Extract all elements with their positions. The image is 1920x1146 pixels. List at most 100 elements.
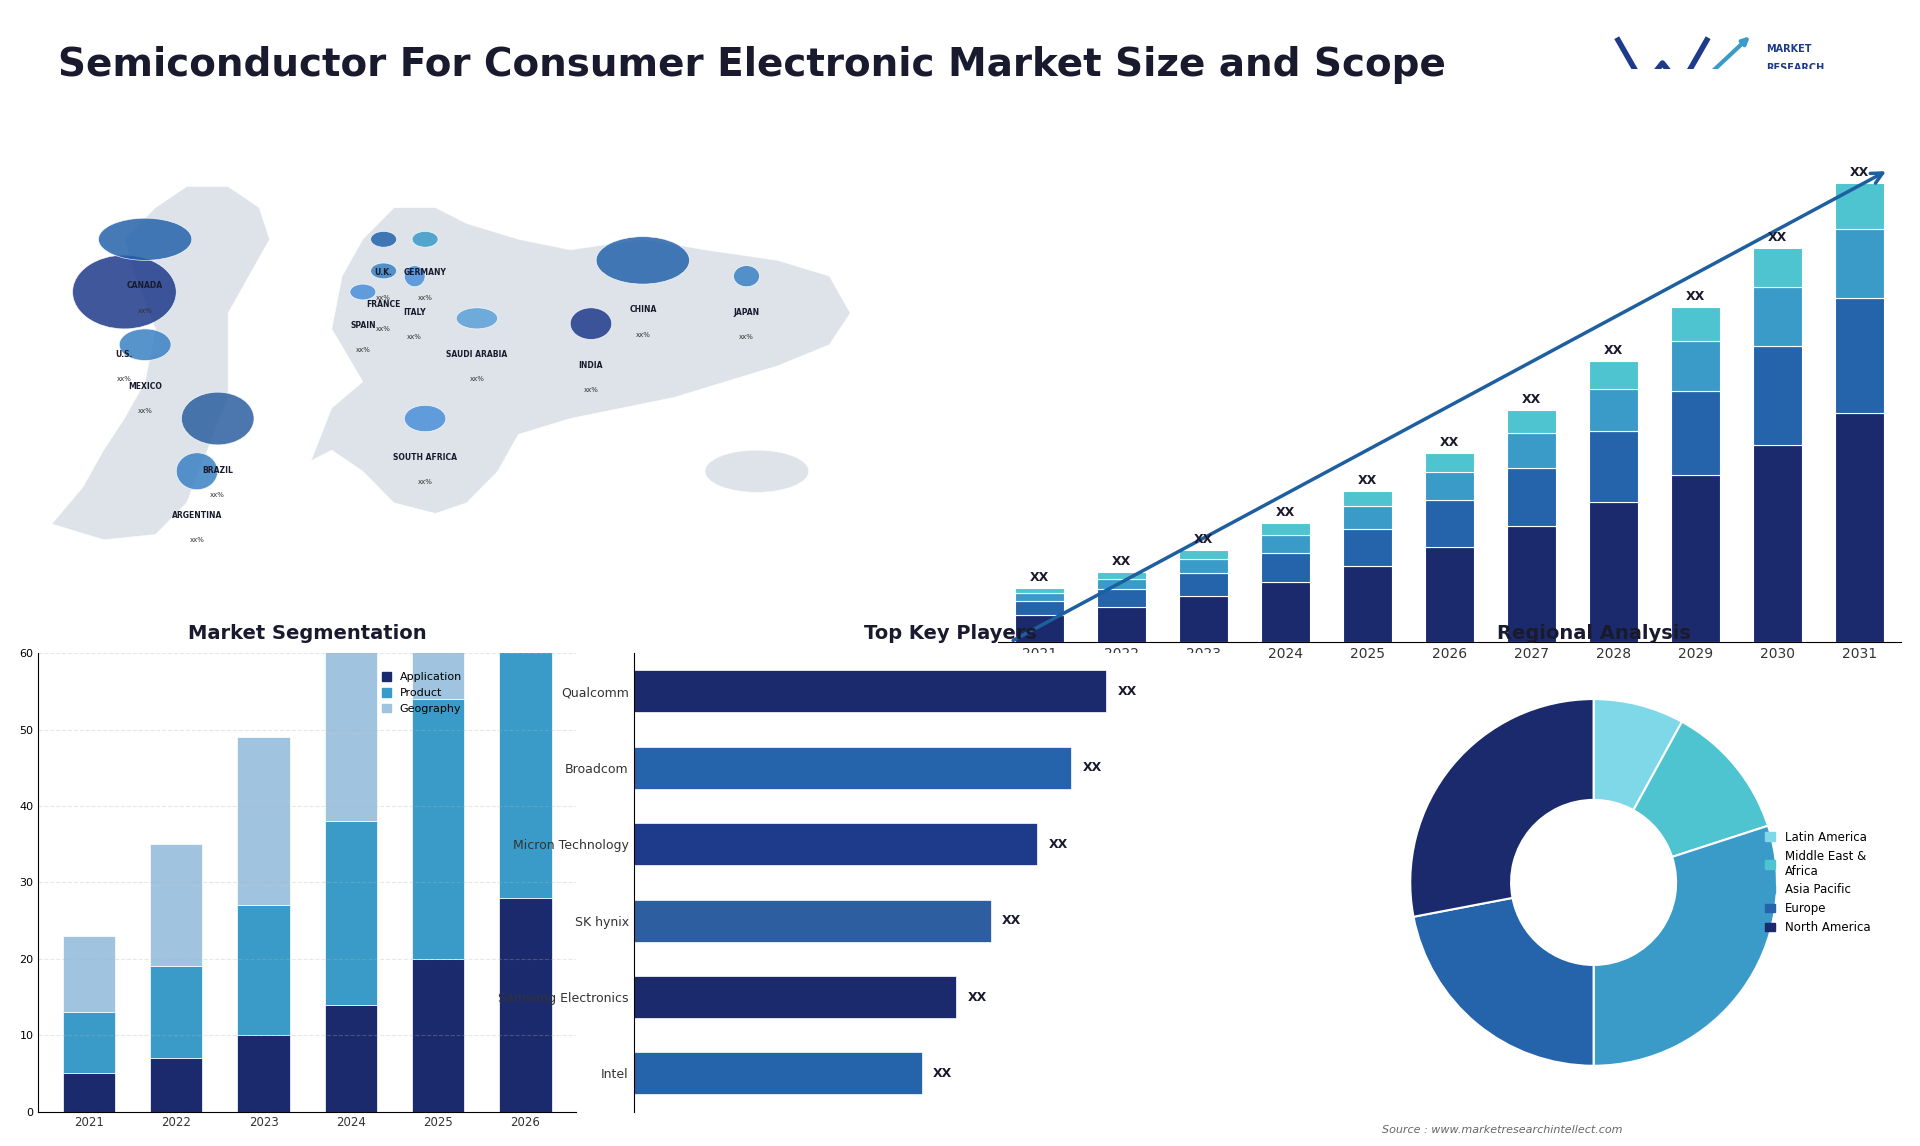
Bar	[1753, 346, 1803, 445]
Ellipse shape	[371, 231, 397, 248]
Ellipse shape	[177, 453, 217, 489]
Text: INDIA: INDIA	[578, 361, 603, 369]
Bar	[1753, 248, 1803, 288]
Bar	[413, 959, 465, 1112]
Text: Source : www.marketresearchintellect.com: Source : www.marketresearchintellect.com	[1382, 1124, 1622, 1135]
Wedge shape	[1411, 699, 1594, 917]
Text: XX: XX	[1440, 435, 1459, 449]
Text: XX: XX	[1194, 533, 1213, 545]
Text: XX: XX	[968, 990, 987, 1004]
Bar	[1425, 472, 1475, 500]
Wedge shape	[1594, 699, 1682, 810]
Bar	[634, 1052, 922, 1094]
Text: Semiconductor For Consumer Electronic Market Size and Scope: Semiconductor For Consumer Electronic Ma…	[58, 46, 1446, 84]
Wedge shape	[1634, 722, 1768, 857]
Bar	[1590, 502, 1638, 642]
Text: GERMANY: GERMANY	[403, 268, 447, 277]
Text: XX: XX	[1029, 571, 1048, 583]
Text: XX: XX	[1357, 473, 1377, 487]
Text: XX: XX	[1851, 166, 1870, 179]
Text: xx%: xx%	[211, 493, 225, 499]
Bar	[634, 823, 1037, 865]
Text: CHINA: CHINA	[630, 305, 657, 314]
Bar	[1425, 500, 1475, 548]
Wedge shape	[1413, 897, 1594, 1066]
Ellipse shape	[405, 406, 445, 432]
Bar	[1670, 391, 1720, 474]
Bar	[1096, 606, 1146, 642]
Bar	[634, 976, 956, 1018]
Bar	[1016, 614, 1064, 642]
Ellipse shape	[73, 256, 177, 329]
Legend: Application, Product, Geography: Application, Product, Geography	[376, 668, 467, 719]
Text: JAPAN: JAPAN	[733, 308, 760, 316]
Text: xx%: xx%	[138, 308, 152, 314]
Text: xx%: xx%	[117, 376, 132, 383]
Title: Regional Analysis: Regional Analysis	[1498, 625, 1690, 643]
Bar	[634, 747, 1071, 788]
Bar	[63, 1074, 115, 1112]
Bar	[499, 118, 551, 554]
Bar	[238, 737, 290, 905]
Text: MEXICO: MEXICO	[129, 382, 161, 391]
Bar	[1261, 523, 1309, 535]
Ellipse shape	[733, 266, 760, 286]
Text: FRANCE: FRANCE	[367, 300, 401, 309]
Text: XX: XX	[1686, 290, 1705, 304]
Ellipse shape	[371, 264, 397, 278]
Text: xx%: xx%	[190, 537, 204, 543]
Text: xx%: xx%	[138, 408, 152, 414]
Text: SOUTH AFRICA: SOUTH AFRICA	[394, 453, 457, 462]
Bar	[150, 1058, 202, 1112]
Bar	[1261, 535, 1309, 552]
Title: Market Segmentation: Market Segmentation	[188, 625, 426, 643]
Bar	[1425, 548, 1475, 642]
Bar	[63, 936, 115, 1012]
Bar	[1836, 229, 1884, 298]
Ellipse shape	[570, 308, 612, 339]
Ellipse shape	[182, 392, 253, 445]
Text: xx%: xx%	[407, 335, 422, 340]
Bar	[1836, 298, 1884, 413]
Text: xx%: xx%	[355, 347, 371, 353]
Bar	[324, 576, 376, 822]
Text: SAUDI ARABIA: SAUDI ARABIA	[445, 350, 507, 359]
Bar	[1590, 431, 1638, 502]
Ellipse shape	[705, 450, 808, 493]
Bar	[1179, 573, 1229, 596]
Legend: Latin America, Middle East &
Africa, Asia Pacific, Europe, North America: Latin America, Middle East & Africa, Asi…	[1761, 826, 1876, 939]
Bar	[324, 1005, 376, 1112]
Text: XX: XX	[1002, 915, 1021, 927]
Bar	[1096, 589, 1146, 606]
Bar	[413, 363, 465, 699]
Text: SPAIN: SPAIN	[349, 321, 376, 330]
Bar	[1670, 340, 1720, 391]
Bar	[1836, 183, 1884, 229]
Ellipse shape	[119, 329, 171, 361]
Bar	[1425, 453, 1475, 472]
Bar	[1836, 413, 1884, 642]
Text: RESEARCH: RESEARCH	[1766, 63, 1824, 73]
Text: XX: XX	[1117, 685, 1137, 698]
Title: Top Key Players: Top Key Players	[864, 625, 1037, 643]
Text: xx%: xx%	[739, 335, 755, 340]
Bar	[1507, 410, 1557, 433]
Text: ITALY: ITALY	[403, 308, 426, 316]
Bar	[1096, 579, 1146, 589]
Bar	[499, 897, 551, 1112]
Text: xx%: xx%	[376, 327, 392, 332]
Bar	[499, 554, 551, 897]
Text: XX: XX	[1277, 507, 1296, 519]
Bar	[150, 966, 202, 1058]
Bar	[1342, 528, 1392, 566]
Ellipse shape	[405, 266, 424, 286]
Text: XX: XX	[1603, 344, 1622, 358]
Bar	[1096, 572, 1146, 579]
Ellipse shape	[349, 284, 376, 300]
Bar	[1179, 550, 1229, 559]
Text: XX: XX	[1768, 231, 1788, 244]
Bar	[1016, 588, 1064, 594]
Text: XX: XX	[1523, 393, 1542, 406]
Bar	[1507, 433, 1557, 468]
Bar	[1753, 288, 1803, 346]
